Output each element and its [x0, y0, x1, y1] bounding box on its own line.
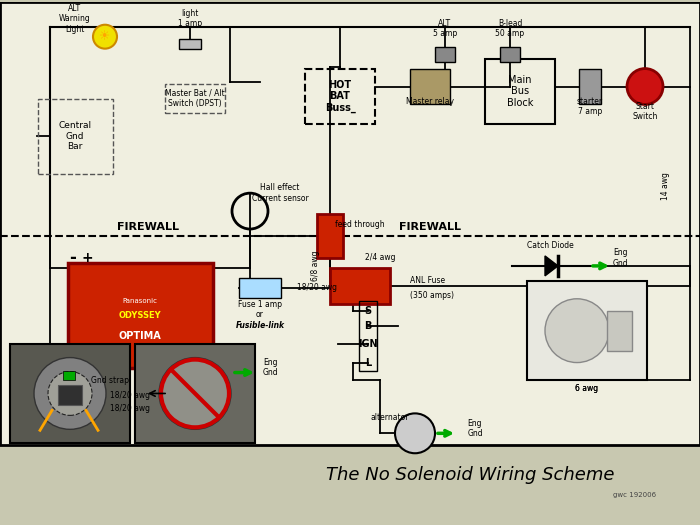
Bar — [0, 2, 700, 445]
Text: -: - — [69, 249, 76, 267]
Text: 6 awg: 6 awg — [575, 384, 598, 393]
Text: L: L — [365, 358, 371, 368]
Bar — [500, 47, 520, 62]
Text: alternator: alternator — [371, 413, 409, 422]
Text: light
1 amp: light 1 amp — [178, 9, 202, 28]
Text: Eng
Gnd: Eng Gnd — [467, 418, 483, 438]
Text: 18/20 awg: 18/20 awg — [297, 284, 337, 292]
Text: Master Bat / Alt
Switch (DPST): Master Bat / Alt Switch (DPST) — [165, 89, 225, 108]
Text: 2/4 awg: 2/4 awg — [365, 254, 395, 262]
Text: Central
Gnd
Bar: Central Gnd Bar — [58, 121, 92, 151]
Text: 18/20 awg: 18/20 awg — [110, 391, 150, 400]
Text: Panasonic: Panasonic — [122, 298, 158, 304]
Text: OPTIMA: OPTIMA — [118, 331, 162, 341]
Text: Eng
Gnd: Eng Gnd — [262, 358, 278, 377]
Bar — [579, 69, 601, 104]
Text: S: S — [365, 306, 372, 316]
Bar — [485, 59, 555, 124]
Text: FIREWALL: FIREWALL — [117, 222, 179, 232]
Text: 6 awg: 6 awg — [575, 384, 598, 393]
Text: ANL Fuse: ANL Fuse — [410, 276, 445, 286]
Text: HOT
BAT
Buss_: HOT BAT Buss_ — [325, 80, 356, 113]
Text: 6/8 awg: 6/8 awg — [311, 250, 319, 281]
Text: starter
7 amp: starter 7 amp — [577, 97, 603, 116]
Bar — [38, 99, 113, 174]
Text: Main
Bus
Block: Main Bus Block — [507, 75, 533, 108]
Text: Gnd strap: Gnd strap — [91, 375, 129, 384]
Text: IGN: IGN — [358, 339, 378, 349]
Circle shape — [395, 413, 435, 453]
Text: The No Solenoid Wiring Scheme: The No Solenoid Wiring Scheme — [326, 466, 615, 484]
Bar — [527, 281, 647, 381]
Text: +: + — [82, 251, 93, 266]
Circle shape — [34, 358, 106, 429]
Text: ALT
Warning
Light: ALT Warning Light — [59, 4, 91, 34]
Bar — [179, 39, 201, 49]
Text: gwc 192006: gwc 192006 — [613, 492, 657, 498]
Text: Fusible-link: Fusible-link — [235, 321, 285, 330]
Bar — [410, 69, 450, 104]
Bar — [330, 268, 390, 304]
Text: Catch Diode: Catch Diode — [526, 242, 573, 250]
Text: B: B — [364, 321, 372, 331]
Text: Start
Switch: Start Switch — [632, 102, 658, 121]
Bar — [58, 385, 82, 405]
Text: Eng
Gnd: Eng Gnd — [612, 248, 628, 268]
Text: Fuse 1 amp
or: Fuse 1 amp or — [238, 300, 282, 319]
Circle shape — [545, 299, 609, 363]
Circle shape — [48, 372, 92, 415]
Bar — [10, 344, 130, 443]
Text: feed through: feed through — [335, 219, 385, 228]
Text: ALT
5 amp: ALT 5 amp — [433, 19, 457, 38]
Bar — [135, 344, 255, 443]
Text: (350 amps): (350 amps) — [410, 291, 454, 300]
Bar — [67, 264, 213, 368]
Bar — [607, 311, 632, 351]
Circle shape — [93, 25, 117, 49]
Text: FIREWALL: FIREWALL — [399, 222, 461, 232]
Circle shape — [159, 358, 231, 429]
Bar — [165, 83, 225, 113]
Bar — [305, 69, 375, 124]
Text: 18/20 awg: 18/20 awg — [110, 404, 150, 413]
Text: Master relay: Master relay — [406, 97, 454, 106]
Text: 14 awg: 14 awg — [661, 172, 669, 200]
Bar — [435, 47, 455, 62]
Text: Hall effect
Current sensor: Hall effect Current sensor — [251, 183, 309, 203]
Text: ☀: ☀ — [99, 30, 111, 43]
Bar — [239, 278, 281, 298]
Bar — [359, 301, 377, 371]
Text: ODYSSEY: ODYSSEY — [119, 311, 161, 320]
Bar — [317, 214, 343, 258]
Polygon shape — [545, 256, 558, 276]
Text: B-lead
50 amp: B-lead 50 amp — [496, 19, 524, 38]
Bar — [63, 371, 75, 381]
Circle shape — [627, 69, 663, 104]
